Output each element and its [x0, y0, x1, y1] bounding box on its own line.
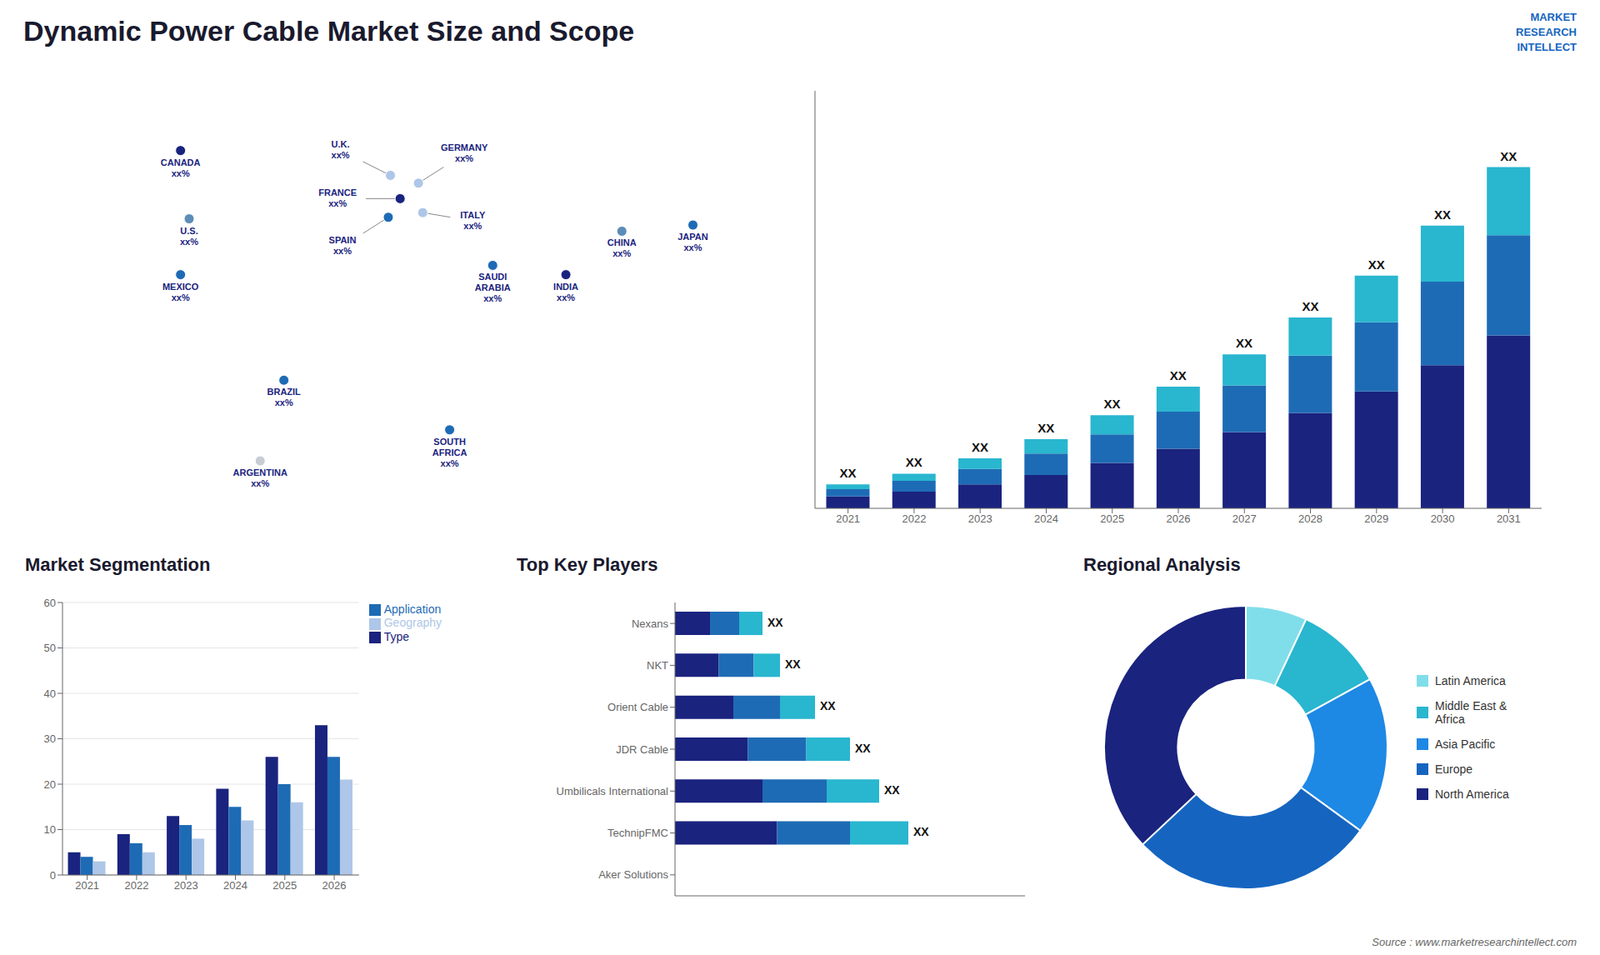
svg-text:40: 40: [44, 687, 56, 700]
svg-text:XX: XX: [767, 615, 784, 630]
svg-text:60: 60: [44, 596, 56, 610]
svg-text:2028: 2028: [1298, 512, 1323, 525]
svg-text:SAUDI: SAUDI: [478, 271, 507, 282]
svg-text:2022: 2022: [901, 512, 926, 525]
svg-text:XX: XX: [1368, 257, 1385, 272]
svg-text:XX: XX: [820, 699, 836, 713]
svg-text:xx%: xx%: [483, 293, 502, 304]
svg-text:ARGENTINA: ARGENTINA: [233, 467, 288, 478]
svg-text:XX: XX: [1104, 396, 1121, 411]
svg-text:2025: 2025: [272, 879, 297, 892]
svg-text:2025: 2025: [1100, 512, 1125, 525]
svg-text:2024: 2024: [1034, 512, 1059, 525]
svg-text:XX: XX: [839, 465, 856, 480]
svg-text:CANADA: CANADA: [160, 157, 201, 168]
svg-text:ITALY: ITALY: [460, 210, 486, 220]
html-text:Market Segmentation: Market Segmentation: [25, 554, 211, 575]
svg-text:2023: 2023: [174, 879, 199, 892]
svg-text:U.K.: U.K.: [331, 139, 350, 150]
svg-text:xx%: xx%: [180, 236, 199, 247]
svg-text:xx%: xx%: [683, 242, 702, 253]
svg-text:XX: XX: [1235, 335, 1253, 350]
svg-text:JAPAN: JAPAN: [677, 231, 709, 242]
svg-text:XX: XX: [884, 783, 900, 797]
svg-text:10: 10: [44, 823, 56, 836]
svg-text:xx%: xx%: [612, 248, 631, 259]
svg-text:xx%: xx%: [556, 292, 575, 303]
svg-text:xx%: xx%: [250, 478, 270, 489]
svg-text:50: 50: [44, 641, 56, 655]
html-text:Latin America: Latin America: [1435, 674, 1506, 688]
svg-text:Aker Solutions: Aker Solutions: [598, 868, 669, 881]
svg-text:XX: XX: [1434, 207, 1451, 222]
svg-text:SOUTH: SOUTH: [433, 436, 466, 447]
svg-text:XX: XX: [971, 440, 989, 455]
svg-text:2024: 2024: [223, 879, 248, 892]
html-text:MARKET RESEARCH INTELLECT: MARKET RESEARCH INTELLECT: [1515, 10, 1577, 54]
html-text:Geography: Geography: [383, 616, 442, 630]
svg-text:xx%: xx%: [331, 150, 350, 160]
svg-text:xx%: xx%: [171, 292, 190, 303]
svg-text:CHINA: CHINA: [607, 237, 637, 248]
svg-text:FRANCE: FRANCE: [318, 187, 357, 198]
html-text:Top Key Players: Top Key Players: [516, 554, 658, 575]
svg-text:2027: 2027: [1232, 512, 1257, 525]
svg-text:2029: 2029: [1364, 512, 1389, 525]
svg-text:2023: 2023: [968, 512, 993, 525]
svg-text:xx%: xx%: [171, 168, 190, 179]
svg-text:2030: 2030: [1430, 512, 1455, 525]
svg-text:Orient Cable: Orient Cable: [607, 700, 669, 714]
svg-text:AFRICA: AFRICA: [432, 447, 468, 458]
svg-text:XX: XX: [785, 657, 801, 671]
svg-text:2026: 2026: [1166, 512, 1191, 525]
html-text:Regional Analysis: Regional Analysis: [1083, 554, 1241, 575]
svg-text:xx%: xx%: [455, 153, 474, 164]
svg-text:BRAZIL: BRAZIL: [267, 386, 302, 397]
svg-text:MEXICO: MEXICO: [162, 281, 200, 292]
html-text:Asia Pacific: Asia Pacific: [1435, 737, 1496, 751]
svg-text:xx%: xx%: [463, 220, 482, 231]
svg-text:xx%: xx%: [333, 245, 352, 256]
svg-text:xx%: xx%: [328, 198, 347, 209]
svg-text:XX: XX: [855, 741, 871, 755]
svg-text:GERMANY: GERMANY: [440, 142, 489, 153]
html-text:Source : www.marketresearchint: Source : www.marketresearchintellect.com: [1371, 935, 1577, 949]
svg-text:XX: XX: [1170, 368, 1187, 383]
svg-text:XX: XX: [1301, 299, 1319, 314]
svg-text:2031: 2031: [1496, 512, 1521, 525]
html-text:North America: North America: [1435, 787, 1509, 801]
html-text:Dynamic Power Cable Market Siz: Dynamic Power Cable Market Size and Scop…: [23, 15, 635, 47]
svg-text:2022: 2022: [124, 879, 149, 892]
svg-text:20: 20: [44, 778, 56, 791]
svg-text:INDIA: INDIA: [553, 281, 579, 292]
svg-text:30: 30: [44, 732, 56, 745]
svg-text:Nexans: Nexans: [631, 617, 670, 630]
svg-text:0: 0: [50, 869, 56, 882]
svg-text:XX: XX: [913, 825, 930, 839]
svg-text:XX: XX: [1037, 420, 1055, 435]
html-text:Type: Type: [383, 629, 410, 643]
html-text:Application: Application: [383, 602, 441, 616]
svg-text:NKT: NKT: [646, 659, 669, 672]
svg-text:ARABIA: ARABIA: [475, 282, 511, 293]
html-text:Europe: Europe: [1435, 762, 1473, 776]
svg-text:JDR Cable: JDR Cable: [615, 743, 669, 756]
svg-text:xx%: xx%: [275, 397, 294, 408]
svg-text:2021: 2021: [835, 512, 860, 525]
svg-text:XX: XX: [1500, 149, 1517, 164]
svg-text:TechnipFMC: TechnipFMC: [607, 826, 669, 840]
svg-text:2026: 2026: [322, 879, 347, 892]
svg-text:SPAIN: SPAIN: [329, 235, 357, 245]
svg-text:2021: 2021: [75, 879, 100, 892]
svg-text:U.S.: U.S.: [180, 225, 198, 236]
svg-text:Umbilicals International: Umbilicals International: [556, 785, 670, 798]
svg-text:XX: XX: [905, 455, 923, 470]
svg-text:xx%: xx%: [440, 458, 460, 469]
html-text:Middle East & Africa: Middle East & Africa: [1435, 699, 1507, 726]
